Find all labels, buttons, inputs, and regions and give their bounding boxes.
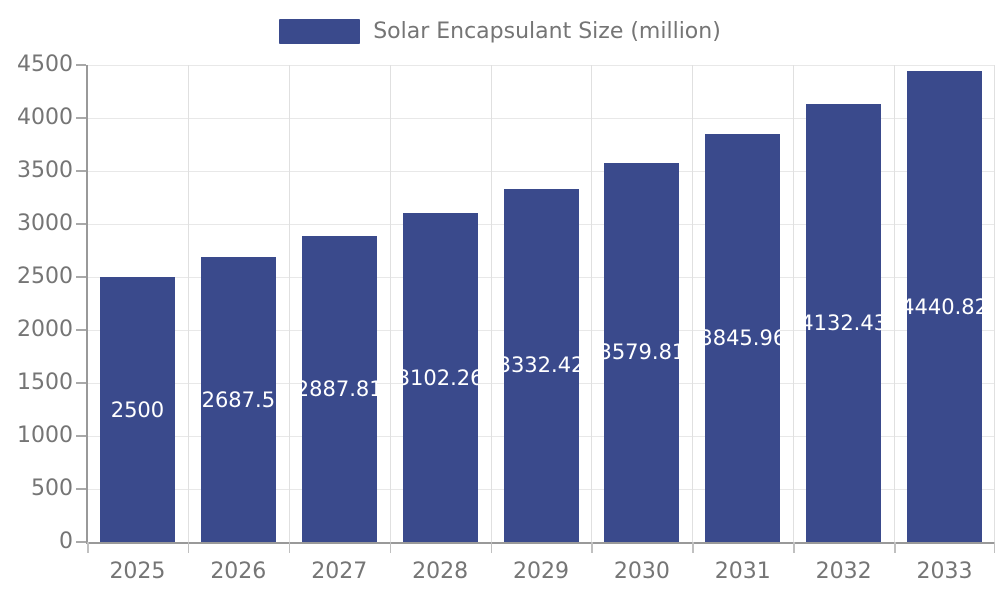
x-axis-tick-label: 2032 <box>815 559 872 584</box>
bar-2026[interactable]: 2687.5 <box>200 257 276 542</box>
y-axis-tick-label: 3000 <box>17 211 73 236</box>
gridline-horizontal <box>87 117 995 119</box>
x-axis-tick <box>993 542 995 553</box>
bar-value-label: 2687.5 <box>201 387 276 412</box>
y-axis-tick-label: 1500 <box>17 370 73 395</box>
bar-value-label: 2500 <box>110 397 165 422</box>
x-axis-tick <box>187 542 190 553</box>
bar-2030[interactable]: 3579.81 <box>604 162 680 542</box>
y-axis-tick-label: 1000 <box>17 423 73 448</box>
legend-swatch-icon <box>279 19 361 44</box>
bar-value-label: 4440.82 <box>907 294 983 319</box>
y-axis-tick <box>76 223 86 225</box>
bar-2032[interactable]: 4132.43 <box>806 103 882 542</box>
bar-2033[interactable]: 4440.82 <box>907 71 983 542</box>
gridline-vertical <box>994 65 995 542</box>
x-axis-tick <box>591 542 593 553</box>
x-axis-tick <box>87 542 89 553</box>
x-axis-tick-label: 2026 <box>210 559 267 584</box>
bar-value-label: 3332.42 <box>503 353 579 378</box>
gridline-horizontal <box>87 64 995 66</box>
x-axis-tick <box>490 542 493 553</box>
y-axis-tick <box>76 329 86 331</box>
bar-value-label: 3845.96 <box>705 326 781 351</box>
gridline-vertical <box>793 65 795 542</box>
bar-2031[interactable]: 3845.96 <box>705 134 781 542</box>
y-axis-tick <box>76 382 86 384</box>
y-axis-tick <box>76 170 86 172</box>
bar-value-label: 3579.81 <box>604 340 680 365</box>
y-axis-tick-label: 2000 <box>17 317 73 342</box>
y-axis-tick-label: 4000 <box>17 105 73 130</box>
y-axis-tick-label: 0 <box>59 529 73 554</box>
y-axis-tick-label: 500 <box>31 476 73 501</box>
gridline-vertical <box>894 65 896 542</box>
bar-2029[interactable]: 3332.42 <box>503 188 579 542</box>
y-axis-tick <box>76 488 86 490</box>
gridline-vertical <box>389 65 391 542</box>
y-axis-tick-label: 2500 <box>17 264 73 289</box>
gridline-vertical <box>288 65 290 542</box>
x-axis-tick <box>793 542 795 553</box>
y-axis-line <box>86 65 88 542</box>
bar-value-label: 3102.26 <box>402 365 478 390</box>
x-axis-tick-label: 2031 <box>714 559 771 584</box>
y-axis-tick <box>76 64 86 66</box>
bar-2028[interactable]: 3102.26 <box>402 213 478 542</box>
x-axis-tick-label: 2033 <box>916 559 973 584</box>
x-axis-tick-label: 2030 <box>613 559 670 584</box>
y-axis-tick <box>76 435 86 437</box>
x-axis-tick-label: 2027 <box>311 559 368 584</box>
x-axis-tick <box>288 542 291 553</box>
gridline-vertical <box>591 65 593 542</box>
x-axis-line <box>86 542 995 544</box>
bar-value-label: 4132.43 <box>806 310 882 335</box>
gridline-horizontal <box>87 170 995 172</box>
x-axis-tick <box>692 542 694 553</box>
bar-2027[interactable]: 2887.81 <box>301 235 377 542</box>
legend-label: Solar Encapsulant Size (million) <box>373 19 721 44</box>
x-axis-tick <box>389 542 392 553</box>
legend-item[interactable]: Solar Encapsulant Size (million) <box>0 19 1000 44</box>
gridline-vertical <box>490 65 492 542</box>
x-axis-tick-label: 2028 <box>412 559 469 584</box>
y-axis-tick <box>76 541 86 543</box>
bar-value-label: 2887.81 <box>301 376 377 401</box>
x-axis-tick-label: 2025 <box>109 559 166 584</box>
y-axis-tick-label: 4500 <box>17 52 73 77</box>
bar-2025[interactable]: 2500 <box>99 277 175 542</box>
plot-area: 2500 2687.5 2887.81 3102.26 3332.42 3579.81 38… <box>17 54 995 584</box>
y-axis-tick <box>76 276 86 278</box>
gridline-vertical <box>187 65 189 542</box>
x-axis-tick <box>894 542 896 553</box>
gridline-vertical <box>692 65 694 542</box>
x-axis-tick-label: 2029 <box>512 559 569 584</box>
y-axis-tick-label: 3500 <box>17 158 73 183</box>
y-axis-tick <box>76 117 86 119</box>
